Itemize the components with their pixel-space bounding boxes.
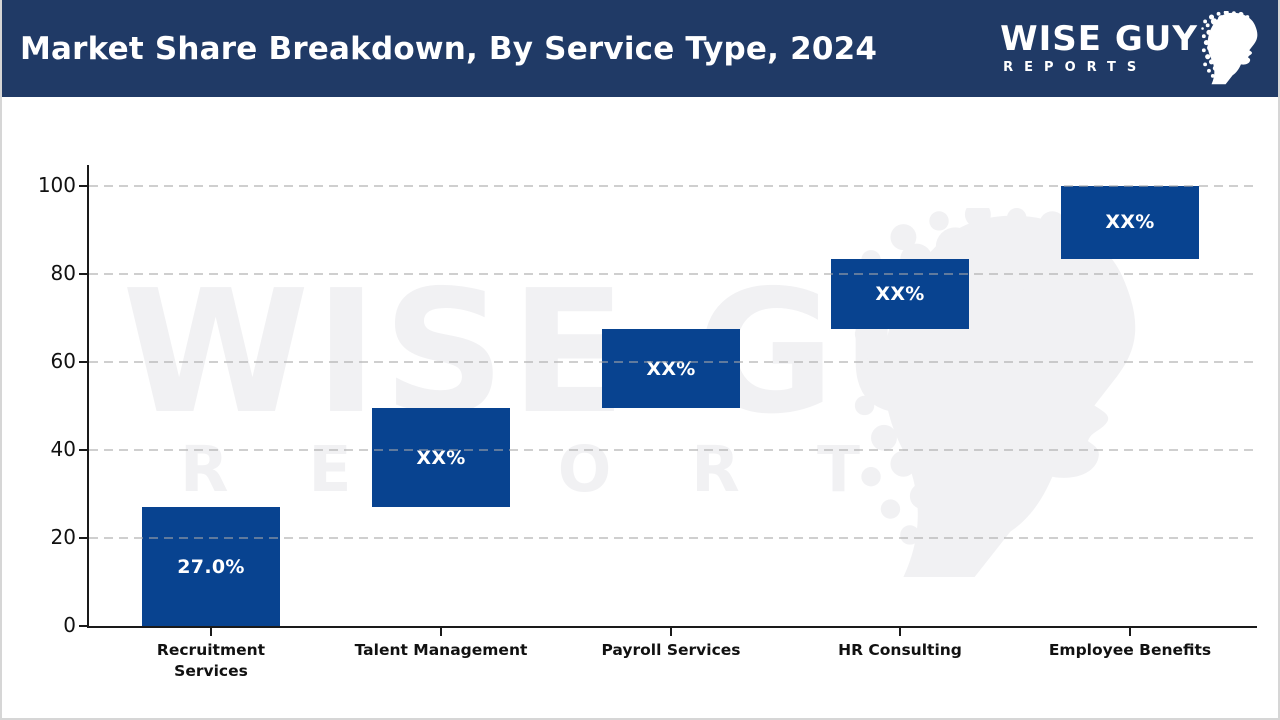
x-tick-2 (440, 628, 442, 636)
x-axis-spine (87, 626, 1257, 628)
header-bar: Market Share Breakdown, By Service Type,… (0, 0, 1280, 97)
brand-wordmark: WISE GUY REPORTS (1000, 22, 1198, 75)
x-tick-label: Payroll Services (601, 641, 741, 659)
y-tick-label: 20 (50, 525, 76, 549)
gridline-60 (89, 361, 1257, 363)
x-tick-label: Employee Benefits (1048, 641, 1212, 659)
y-tick-label: 40 (50, 437, 76, 461)
logo-head-icon (1201, 10, 1258, 84)
y-tick-100 (79, 185, 87, 187)
bar-talent-management: XX% (372, 408, 510, 508)
brand-logo: WISE GUY REPORTS (1000, 10, 1280, 87)
x-tick-label: Recruitment Services (156, 641, 266, 680)
x-tick-1 (210, 628, 212, 636)
logo-name-text: WISE GUY (1000, 19, 1198, 59)
y-tick-0 (79, 625, 87, 627)
y-tick-label: 100 (37, 173, 76, 197)
x-tick-3 (670, 628, 672, 636)
x-tick-label: Talent Management (354, 641, 528, 659)
bar-value-label: XX% (1105, 211, 1155, 234)
bar-value-label: XX% (646, 357, 696, 380)
bar-value-label: XX% (875, 282, 925, 305)
bar-employee-benefits: XX% (1061, 186, 1199, 259)
gridline-100 (89, 185, 1257, 187)
y-tick-label: 0 (63, 613, 76, 637)
bar-payroll-services: XX% (602, 329, 740, 409)
x-tick-4 (899, 628, 901, 636)
gridline-80 (89, 273, 1257, 275)
gridline-20 (89, 537, 1257, 539)
y-tick-80 (79, 273, 87, 275)
y-tick-20 (79, 537, 87, 539)
x-tick-label: HR Consulting (838, 641, 962, 659)
y-tick-40 (79, 449, 87, 451)
y-tick-60 (79, 361, 87, 363)
page-title: Market Share Breakdown, By Service Type,… (20, 30, 878, 67)
gridline-40 (89, 449, 1257, 451)
bar-value-label: XX% (416, 446, 466, 469)
bar-value-label: 27.0% (177, 555, 245, 578)
x-tick-5 (1129, 628, 1131, 636)
y-axis-spine (87, 165, 89, 627)
bar-hr-consulting: XX% (831, 258, 969, 329)
logo-sub-text: REPORTS (1003, 60, 1148, 75)
y-tick-label: 80 (50, 261, 76, 285)
y-tick-label: 60 (50, 349, 76, 373)
bar-recruitment-services: 27.0% (142, 507, 280, 626)
